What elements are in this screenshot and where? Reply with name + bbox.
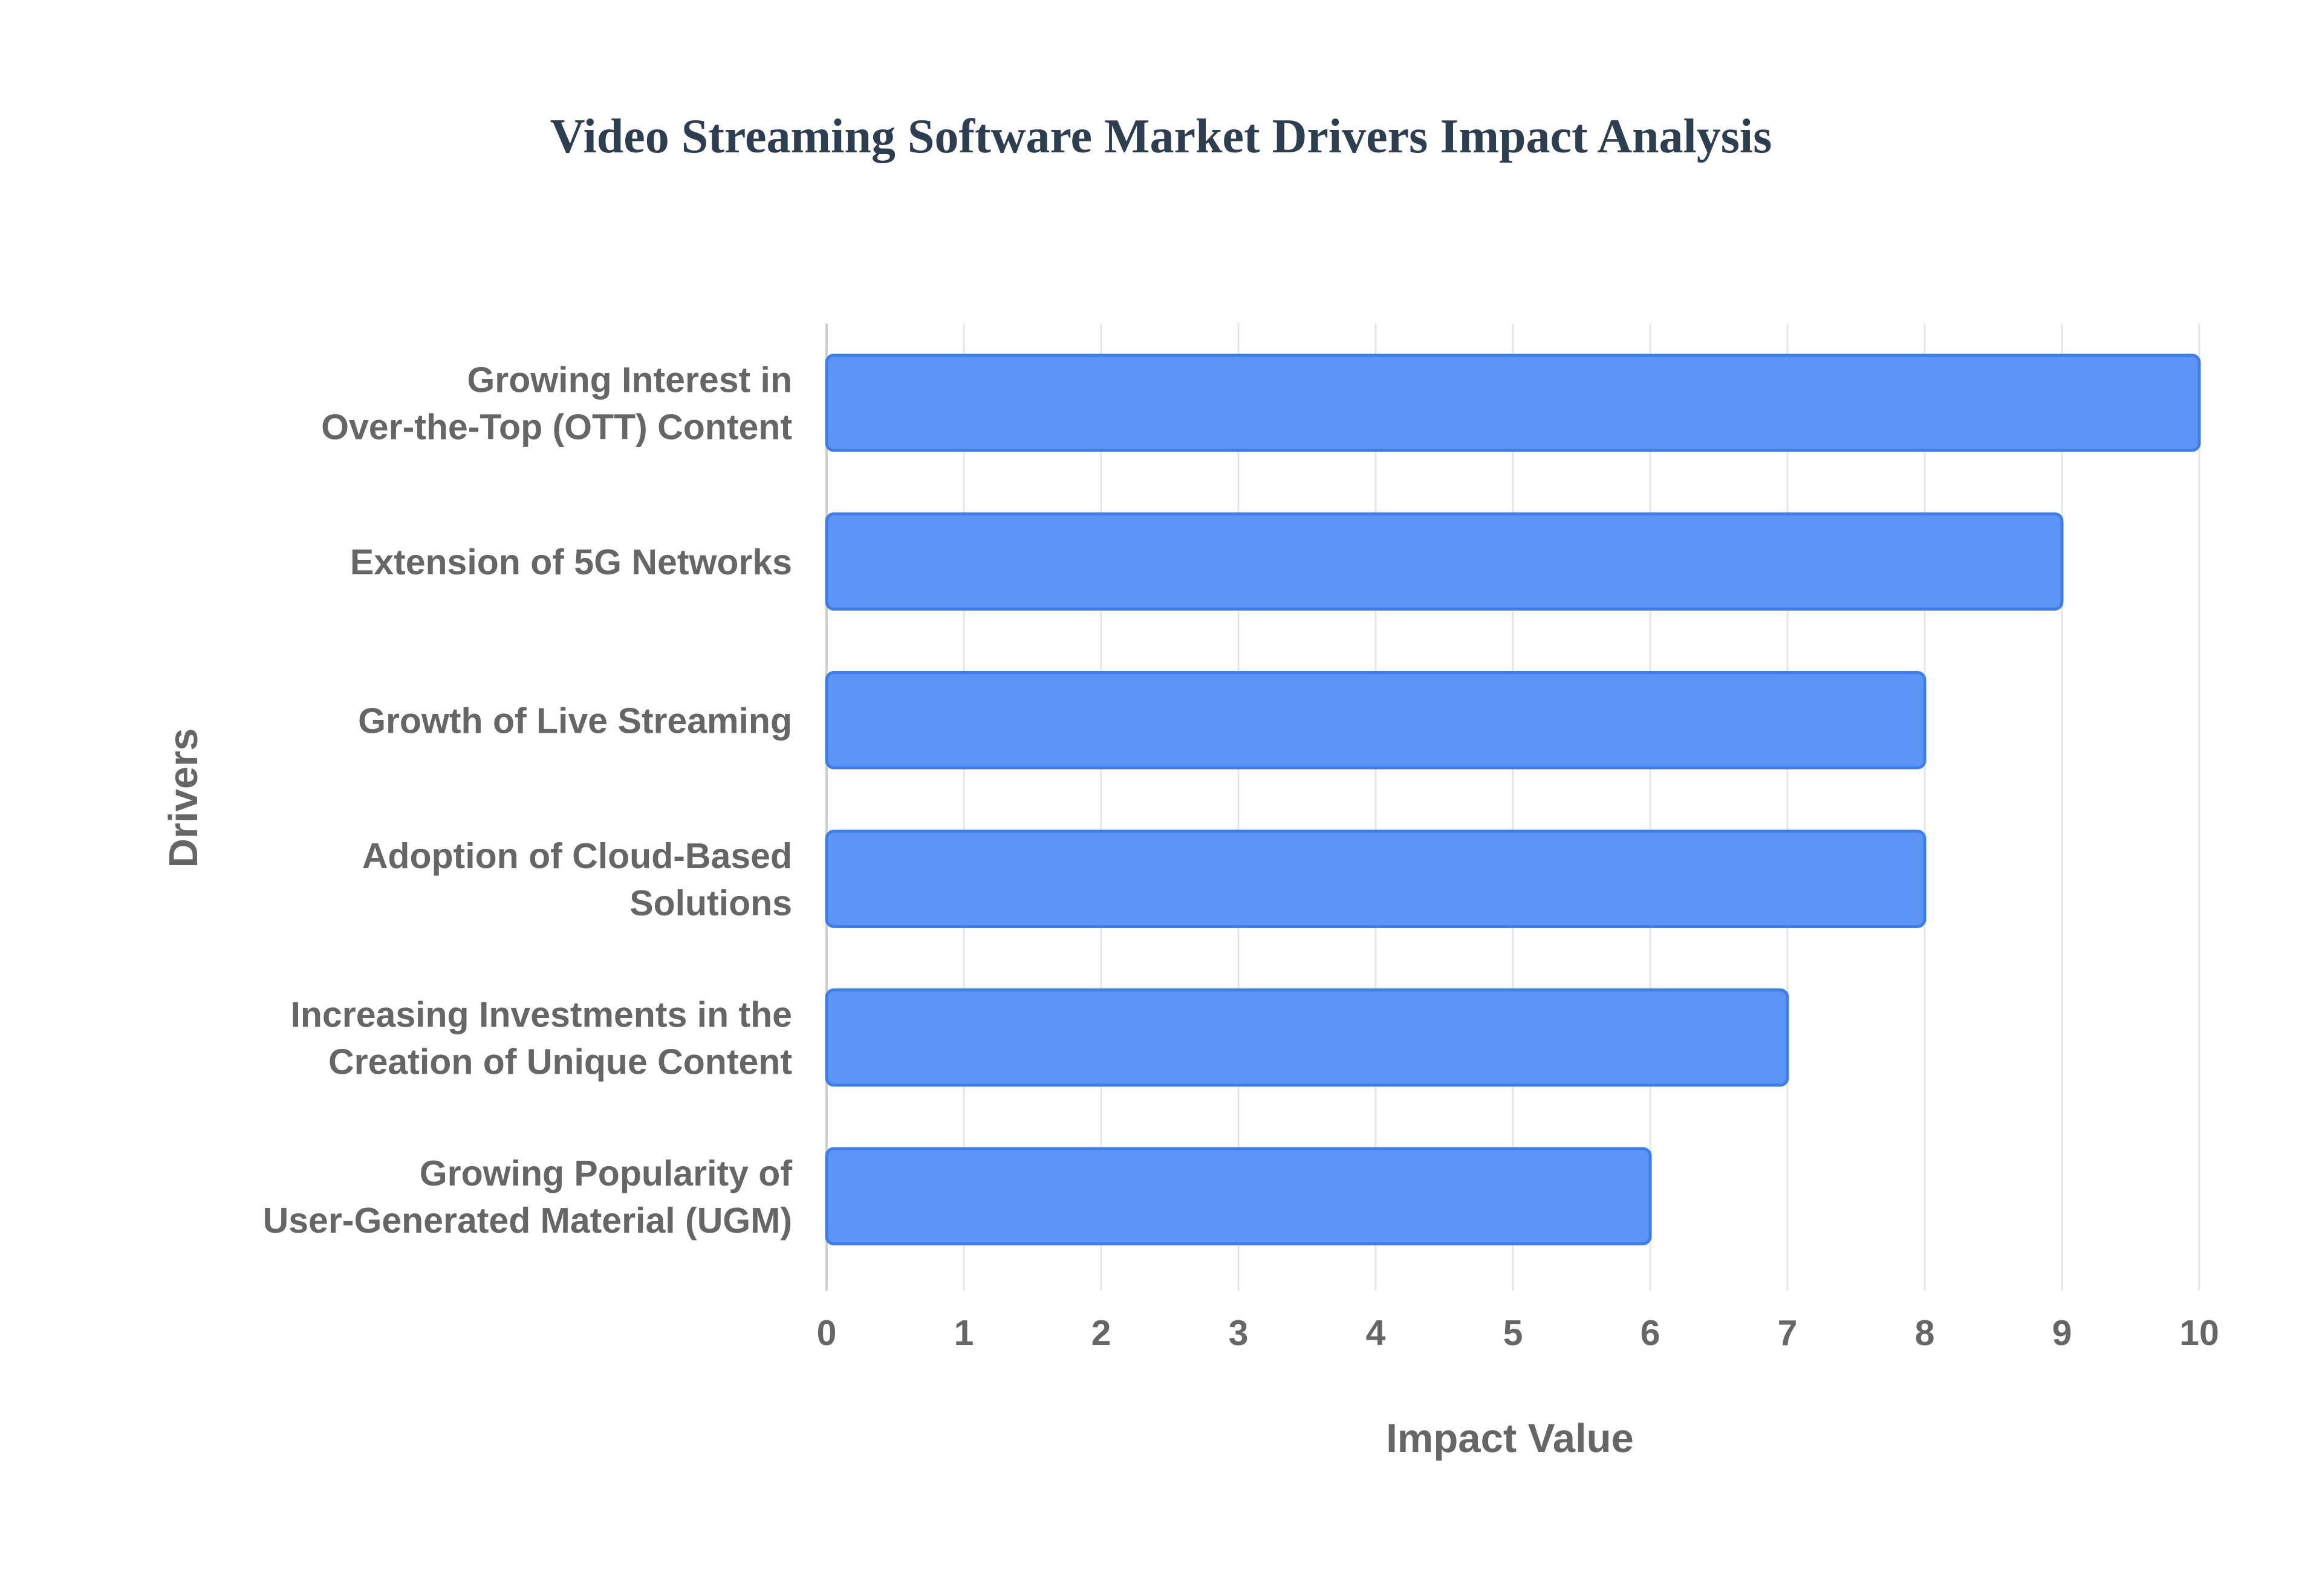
x-tick-label: 5 — [1503, 1313, 1523, 1353]
bar — [825, 354, 2201, 452]
category-label: Adoption of Cloud-Based — [362, 836, 792, 876]
bar — [825, 1147, 1652, 1245]
x-tick-labels: 0 1 2 3 4 5 6 7 8 9 10 — [817, 1313, 2219, 1353]
x-tick-label: 7 — [1778, 1313, 1798, 1353]
y-axis-label: Drivers — [161, 728, 206, 868]
x-tick-label: 9 — [2052, 1313, 2072, 1353]
x-tick-label: 4 — [1366, 1313, 1386, 1353]
grid-lines — [825, 323, 2200, 1291]
bar — [825, 988, 1789, 1087]
x-tick-label: 0 — [817, 1313, 837, 1353]
x-tick-label: 1 — [954, 1313, 974, 1353]
x-tick-label: 2 — [1091, 1313, 1111, 1353]
x-tick-label: 10 — [2179, 1313, 2219, 1353]
category-label: Growing Popularity of — [420, 1153, 793, 1193]
x-tick-label: 3 — [1229, 1313, 1249, 1353]
x-tick-label: 6 — [1641, 1313, 1660, 1353]
bars — [825, 354, 2201, 1245]
chart-title: Video Streaming Software Market Drivers … — [550, 110, 1772, 163]
category-label: Growth of Live Streaming — [358, 701, 792, 741]
bar — [825, 512, 2064, 611]
x-tick-label: 8 — [1915, 1313, 1935, 1353]
category-label: Creation of Unique Content — [328, 1042, 792, 1082]
category-label: Increasing Investments in the — [290, 994, 792, 1034]
category-label: User-Generated Material (UGM) — [263, 1201, 792, 1241]
bar — [825, 671, 1927, 770]
x-axis-label: Impact Value — [1386, 1416, 1634, 1461]
category-label: Solutions — [629, 883, 792, 923]
category-label: Growing Interest in — [467, 360, 792, 400]
bar — [825, 829, 1927, 928]
category-label: Over-the-Top (OTT) Content — [321, 407, 792, 447]
category-labels: Growing Interest in Over-the-Top (OTT) Co… — [263, 360, 793, 1241]
category-label: Extension of 5G Networks — [350, 542, 792, 582]
